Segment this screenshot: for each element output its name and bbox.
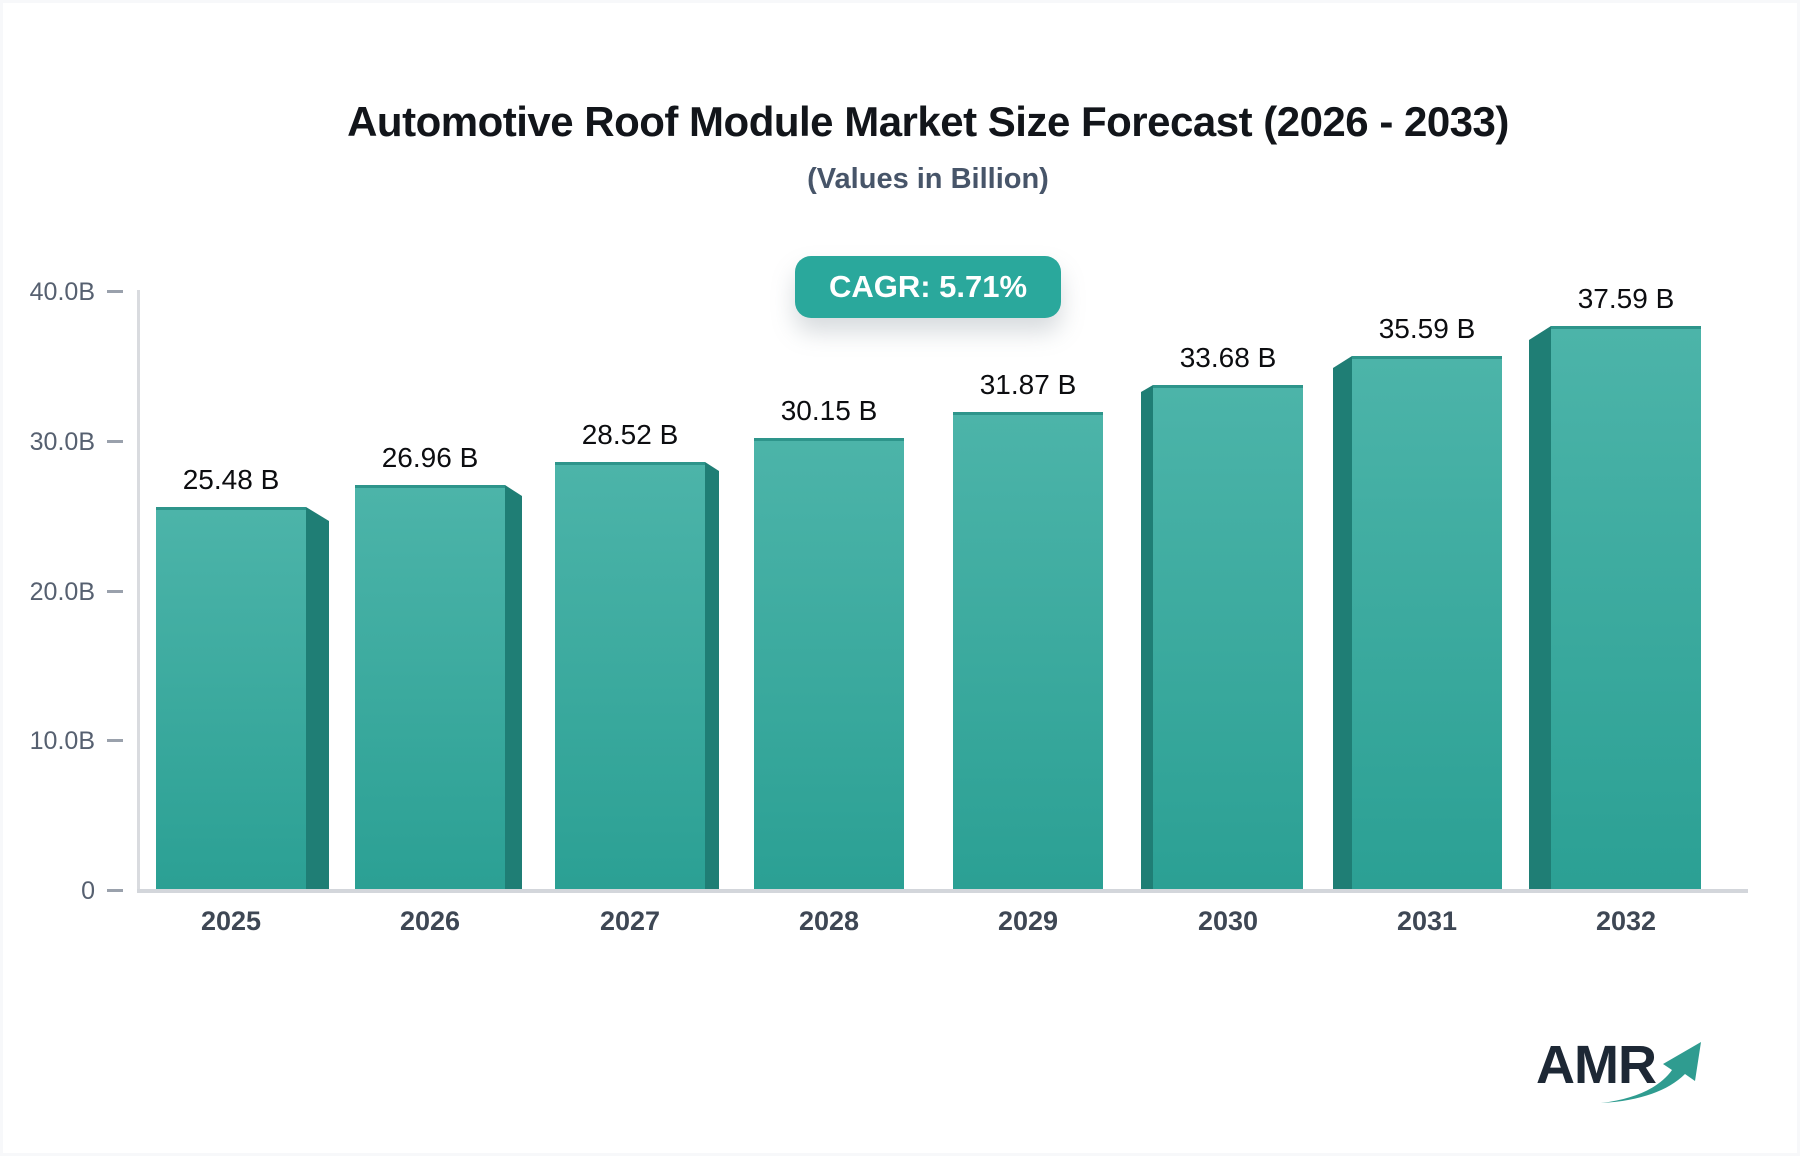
bar-3d-side (505, 485, 522, 889)
y-tick-dash (107, 590, 123, 593)
y-tick-dash (107, 739, 123, 742)
x-axis-label: 2029 (997, 906, 1059, 936)
bar-value-label: 30.15 B (780, 395, 878, 426)
x-axis-label: 2032 (1595, 906, 1657, 936)
y-tick-label: 0 (81, 877, 95, 905)
x-axis-label: 2027 (599, 906, 661, 936)
y-tick-dash (107, 889, 123, 892)
amr-logo-text: AMR (1536, 1035, 1657, 1095)
bar (1352, 356, 1502, 889)
chart-title: Automotive Roof Module Market Size Forec… (347, 98, 1509, 145)
bar-value-label: 33.68 B (1179, 342, 1277, 373)
x-axis-label: 2025 (200, 906, 262, 936)
bar (555, 462, 705, 889)
amr-logo: AMR (1536, 1033, 1726, 1123)
bar (156, 507, 306, 889)
growth-arrow-icon (1601, 1042, 1701, 1103)
y-axis-line (137, 290, 140, 893)
bar-3d-side (1333, 356, 1352, 889)
bar (355, 485, 505, 889)
bar (1153, 385, 1303, 889)
bar-value-label: 25.48 B (182, 464, 280, 495)
bar (1551, 326, 1701, 889)
bar-3d-side (1529, 326, 1551, 889)
x-axis-baseline (137, 889, 1748, 893)
y-tick-label: 40.0B (29, 278, 95, 306)
bar-value-label: 37.59 B (1577, 283, 1675, 314)
bar-value-label: 35.59 B (1378, 313, 1476, 344)
x-axis-label: 2026 (399, 906, 461, 936)
cagr-badge-wrap: CAGR: 5.71% (103, 256, 1753, 318)
y-tick-label: 30.0B (29, 428, 95, 456)
y-tick-dash (107, 290, 123, 293)
bar-value-label: 26.96 B (381, 442, 479, 473)
chart-subtitle: (Values in Billion) (807, 163, 1049, 195)
bar-3d-side (1141, 385, 1153, 889)
x-axis-label: 2030 (1197, 906, 1259, 936)
x-axis-label: 2028 (798, 906, 860, 936)
bar-value-label: 28.52 B (581, 419, 679, 450)
cagr-badge: CAGR: 5.71% (794, 256, 1062, 318)
bar (754, 438, 904, 889)
bar-value-label: 31.87 B (979, 369, 1077, 400)
y-tick-dash (107, 440, 123, 443)
x-axis-label: 2031 (1396, 906, 1458, 936)
bar-3d-side (705, 462, 719, 889)
y-tick-label: 20.0B (29, 578, 95, 606)
y-tick-label: 10.0B (29, 727, 95, 755)
bar-3d-side (306, 507, 329, 889)
bar (953, 412, 1103, 889)
